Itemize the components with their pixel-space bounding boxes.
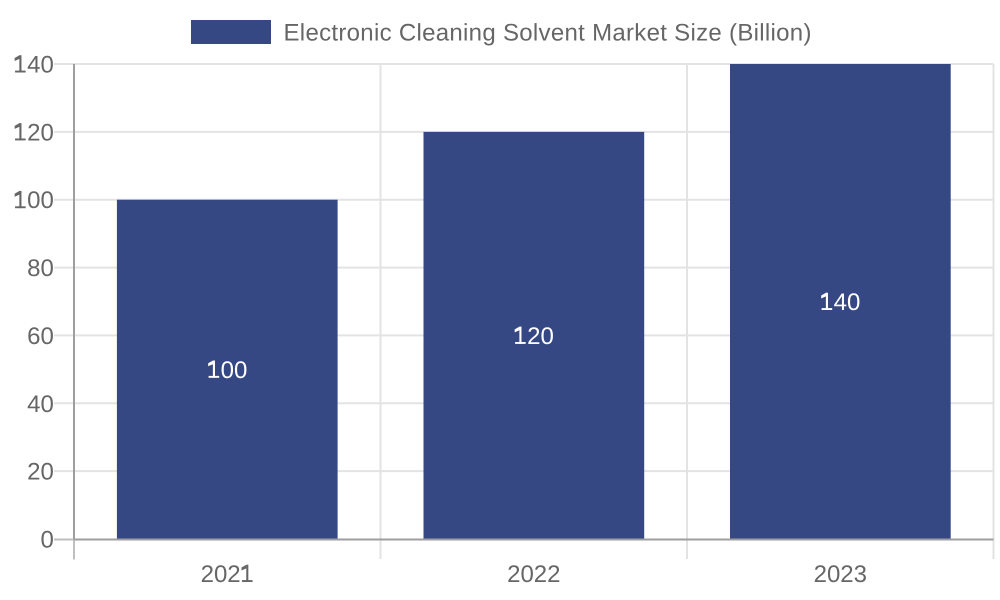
- svg-text:40: 40: [834, 289, 861, 316]
- svg-text:60: 60: [27, 323, 54, 350]
- svg-text:0: 0: [40, 527, 53, 554]
- svg-text:00: 00: [221, 357, 248, 384]
- svg-text:20: 20: [27, 459, 54, 486]
- svg-text:2022: 2022: [507, 561, 560, 588]
- svg-text:20: 20: [527, 323, 554, 350]
- svg-text:40: 40: [27, 391, 54, 418]
- svg-text:2023: 2023: [814, 561, 867, 588]
- svg-text:00: 00: [27, 187, 54, 214]
- svg-text:20: 20: [27, 119, 54, 146]
- svg-text:Electronic Cleaning Solvent Ma: Electronic Cleaning Solvent Market Size …: [284, 20, 812, 47]
- svg-text:202: 202: [201, 561, 241, 588]
- svg-text:40: 40: [27, 52, 54, 79]
- svg-text:80: 80: [27, 255, 54, 282]
